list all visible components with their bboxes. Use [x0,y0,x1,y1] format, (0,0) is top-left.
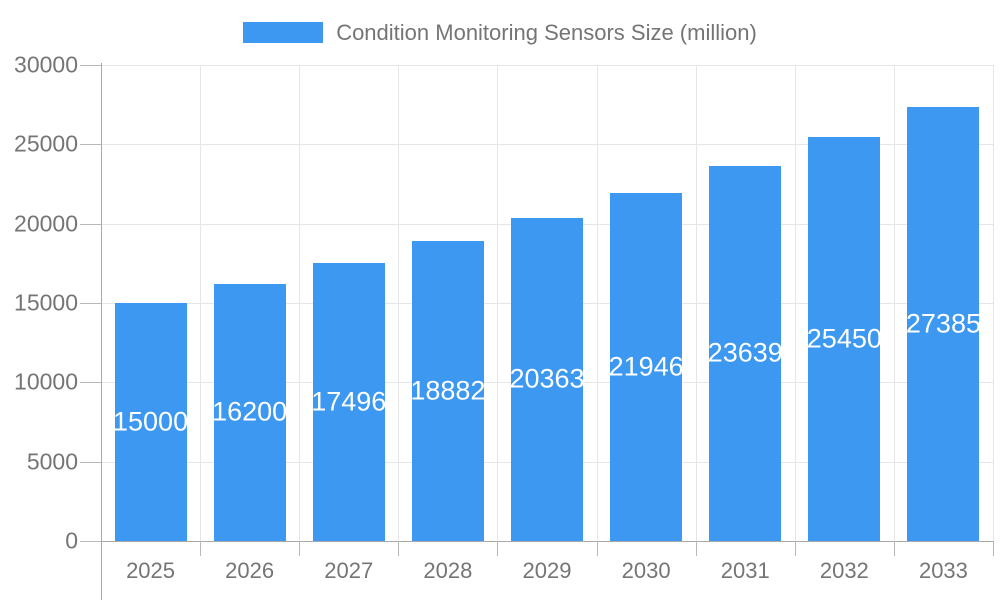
y-axis-label: 10000 [14,368,78,395]
x-axis-label: 2032 [819,558,869,583]
bar [907,106,980,541]
y-axis-tick [80,303,101,304]
bar-value-label: 27385 [905,308,981,339]
x-axis-tick [794,541,796,556]
y-axis-tick [80,541,101,542]
bar-value-label: 17496 [311,386,387,417]
y-axis-label: 30000 [14,51,78,78]
x-axis-label: 2026 [225,558,275,583]
bar [511,217,583,541]
y-axis-tick [80,382,101,384]
y-axis-line [101,63,102,600]
bar [610,192,683,541]
x-axis-tick [398,541,400,556]
gridline-horizontal [101,144,993,146]
y-axis-tick [80,461,101,463]
bar [808,137,881,541]
chart-legend: Condition Monitoring Sensors Size (milli… [0,20,1000,45]
x-axis-tick [893,541,895,556]
plot-area: 15000 16200 17496 18882 20363 21946 23639 25450… [80,63,994,600]
x-axis-label: 2028 [423,558,473,583]
gridline-vertical [299,65,301,541]
x-axis-tick [596,541,598,556]
x-axis-label: 2027 [324,558,374,583]
y-axis-label: 25000 [14,130,78,157]
bar-value-label: 18882 [410,375,486,406]
x-axis-tick [200,541,202,556]
legend-swatch-icon [243,22,324,43]
bar [213,283,286,541]
x-axis-tick [993,541,994,556]
gridline-vertical [596,65,598,541]
gridline-vertical [695,65,697,541]
bar-value-label: 16200 [212,396,288,427]
x-axis-label: 2031 [720,558,770,583]
bar-value-label: 25450 [806,323,882,354]
gridline-vertical [893,65,895,541]
x-axis-label: 2033 [918,558,968,583]
bar-value-label: 15000 [113,406,189,437]
y-axis-label: 5000 [26,448,78,475]
legend-label: Condition Monitoring Sensors Size (milli… [336,19,757,45]
bar [312,263,385,541]
y-axis-tick [80,144,101,146]
x-axis-tick [497,541,499,556]
y-axis-label: 20000 [14,210,78,237]
y-axis-label: 15000 [14,289,78,316]
x-axis-tick [695,541,697,556]
gridline-vertical [398,65,400,541]
x-axis-label: 2029 [522,558,572,583]
gridline-vertical [993,65,994,541]
bar-value-label: 20363 [509,363,585,394]
bar-value-label: 21946 [608,351,684,382]
y-axis-label: 0 [65,527,78,554]
gridline-vertical [200,65,202,541]
x-axis-tick [299,541,301,556]
x-axis-label: 2025 [126,558,176,583]
y-axis-tick [80,65,101,66]
bar-value-label: 23639 [707,337,783,368]
gridline-vertical [794,65,796,541]
bar [709,165,782,541]
gridline-vertical [497,65,499,541]
bar [411,241,484,541]
y-axis-tick [80,223,101,225]
gridline-horizontal [101,65,993,66]
x-axis-line [101,541,993,542]
x-axis-label: 2030 [621,558,671,583]
bar [114,303,187,541]
